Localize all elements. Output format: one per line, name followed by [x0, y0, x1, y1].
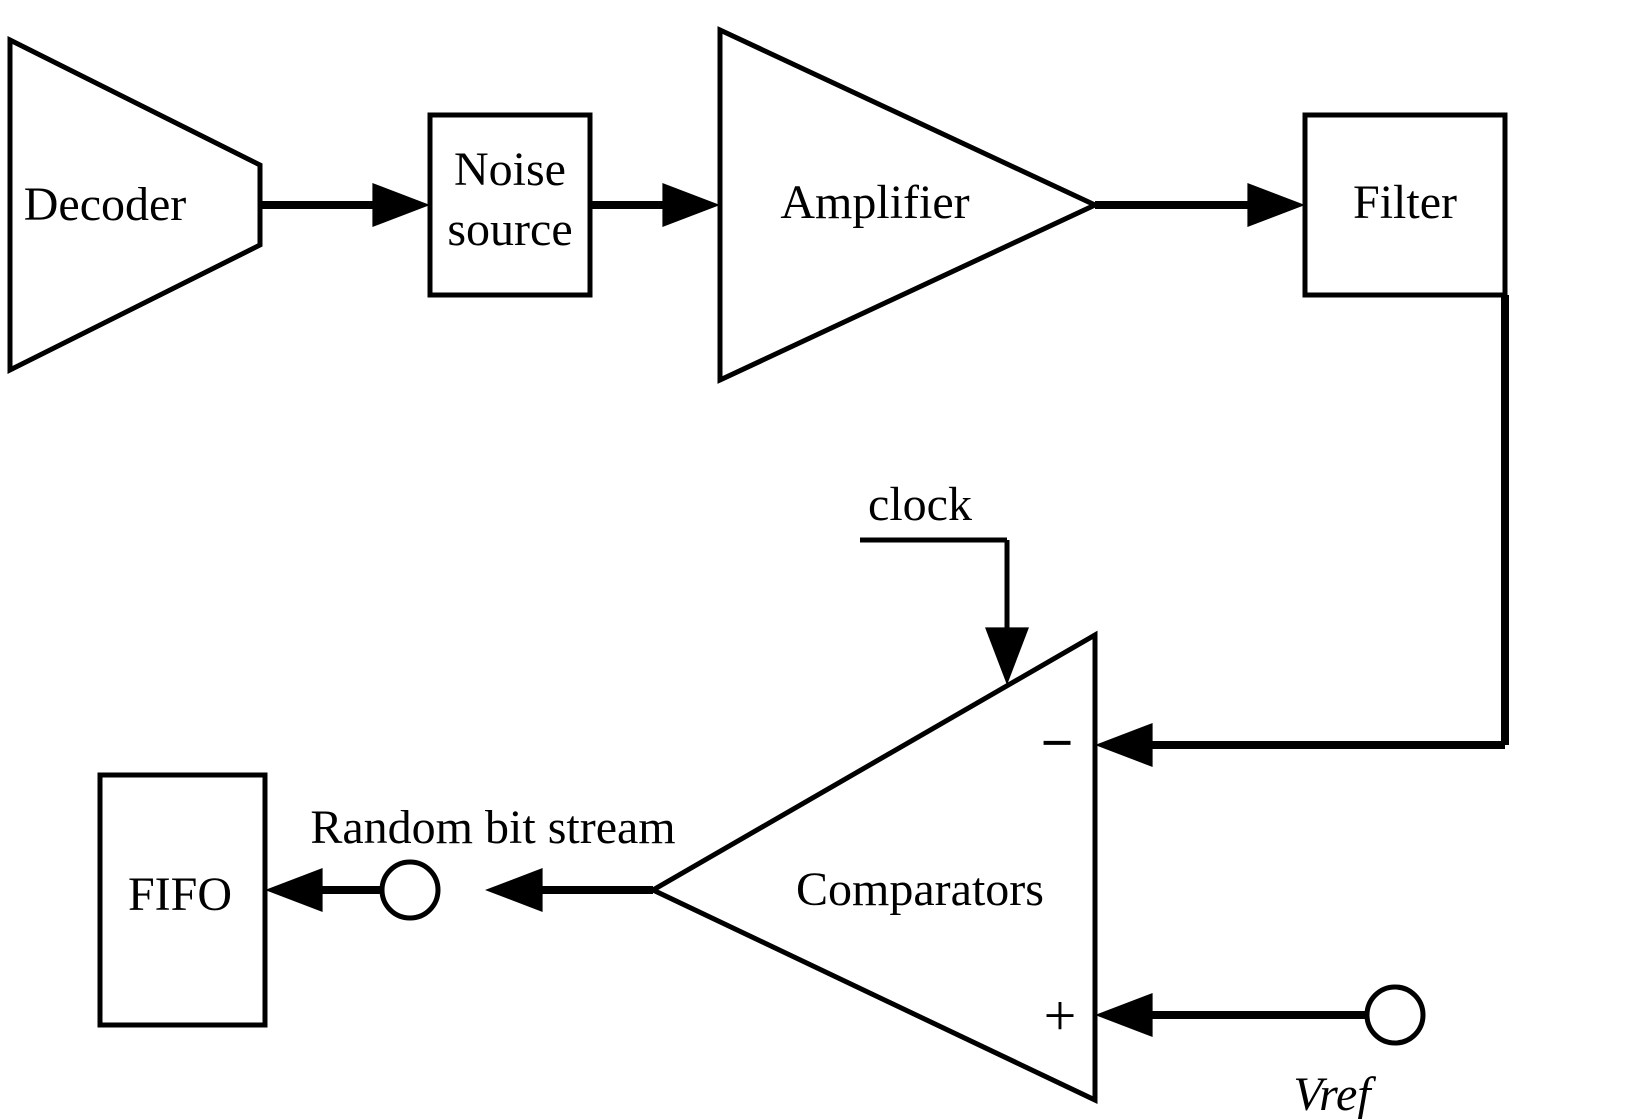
random-bit-node: [382, 862, 438, 918]
filter-label: Filter: [1353, 176, 1457, 229]
comparators-label: Comparators: [796, 863, 1044, 916]
clock-label: clock: [868, 478, 972, 531]
vref-node: [1367, 987, 1423, 1043]
decoder-label: Decoder: [24, 178, 187, 231]
block-diagram: Decoder Noise source Amplifier Filter FIFO Com…: [0, 0, 1643, 1119]
amplifier-label: Amplifier: [780, 176, 969, 229]
noise-label-2: source: [447, 203, 572, 256]
vref-label: Vref: [1293, 1068, 1376, 1119]
minus-label: −: [1040, 710, 1073, 775]
noise-label-1: Noise: [454, 143, 566, 196]
fifo-label: FIFO: [128, 868, 232, 921]
plus-label: +: [1044, 983, 1077, 1048]
random-bit-stream-label: Random bit stream: [310, 801, 675, 854]
